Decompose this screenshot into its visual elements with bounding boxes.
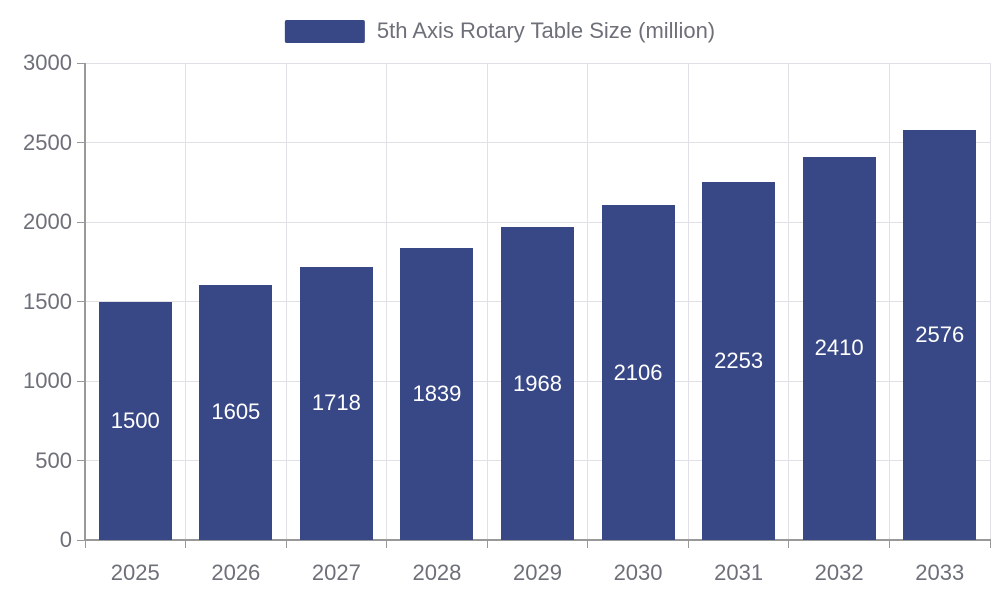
legend-swatch — [284, 19, 365, 43]
bar[interactable]: 1500 — [98, 301, 172, 540]
bar-value-label: 1968 — [513, 370, 562, 396]
y-axis-tick — [77, 62, 85, 64]
y-axis-label: 0 — [59, 527, 72, 552]
gridline-vertical — [989, 63, 991, 540]
x-axis-tick — [386, 540, 388, 548]
gridline-horizontal — [85, 62, 990, 64]
x-axis-label: 2033 — [915, 560, 965, 585]
x-axis-tick — [788, 540, 790, 548]
legend-label: 5th Axis Rotary Table Size (million) — [376, 18, 716, 43]
gridline-vertical — [587, 63, 589, 540]
gridline-horizontal — [85, 142, 990, 143]
bar-value-label: 2410 — [814, 335, 864, 361]
bar-value-label: 2576 — [915, 322, 965, 348]
y-axis-label: 3000 — [23, 50, 72, 75]
y-axis-label: 1000 — [23, 368, 72, 393]
x-axis-label: 2028 — [412, 560, 462, 585]
gridline-horizontal — [85, 221, 990, 223]
y-axis-label: 2500 — [23, 129, 72, 155]
x-axis-label: 2025 — [110, 560, 160, 585]
x-axis-tick — [687, 540, 689, 548]
bar-value-label: 2253 — [714, 347, 764, 373]
bar[interactable]: 1839 — [400, 247, 474, 540]
bar-value-label: 1718 — [311, 390, 361, 416]
gridline-vertical — [888, 63, 890, 540]
y-axis-line — [84, 63, 86, 540]
y-axis-tick — [77, 380, 85, 382]
bar-value-label: 1500 — [110, 407, 160, 433]
bar[interactable]: 1968 — [501, 227, 574, 540]
x-axis-tick — [84, 540, 86, 548]
y-axis-tick — [77, 539, 85, 541]
gridline-vertical — [285, 63, 287, 540]
bar[interactable]: 2253 — [702, 181, 776, 540]
x-axis-label: 2031 — [714, 560, 764, 585]
y-axis-tick — [77, 142, 85, 143]
x-axis-tick — [486, 540, 488, 548]
x-axis-label: 2027 — [311, 560, 361, 585]
bar[interactable]: 2106 — [601, 205, 675, 540]
x-axis-label: 2029 — [513, 560, 562, 585]
legend[interactable]: 5th Axis Rotary Table Size (million) — [284, 18, 716, 44]
x-axis-line — [84, 539, 991, 541]
bar[interactable]: 2410 — [802, 156, 876, 540]
bar[interactable]: 1718 — [299, 266, 373, 540]
y-axis-tick — [77, 460, 85, 461]
x-axis-tick — [989, 540, 991, 548]
gridline-vertical — [386, 63, 388, 540]
x-axis-tick — [285, 540, 287, 548]
x-axis-tick — [185, 540, 187, 548]
y-axis-tick — [77, 301, 85, 302]
x-axis-tick — [587, 540, 589, 548]
y-axis-label: 2000 — [23, 209, 72, 234]
gridline-vertical — [486, 63, 488, 540]
y-axis-tick — [77, 221, 85, 223]
x-axis-label: 2026 — [211, 560, 261, 585]
x-axis-tick — [888, 540, 890, 548]
bar[interactable]: 1605 — [199, 284, 273, 540]
x-axis-label: 2032 — [814, 560, 864, 585]
gridline-vertical — [185, 63, 187, 540]
gridline-vertical — [788, 63, 790, 540]
y-axis-label: 1500 — [23, 288, 72, 314]
y-axis-label: 500 — [35, 447, 72, 473]
gridline-vertical — [687, 63, 689, 540]
bar-value-label: 1839 — [412, 380, 462, 406]
bar-value-label: 1605 — [211, 399, 261, 425]
x-axis-label: 2030 — [613, 560, 663, 585]
bar[interactable]: 2576 — [903, 130, 977, 540]
bar-value-label: 2106 — [613, 359, 663, 385]
